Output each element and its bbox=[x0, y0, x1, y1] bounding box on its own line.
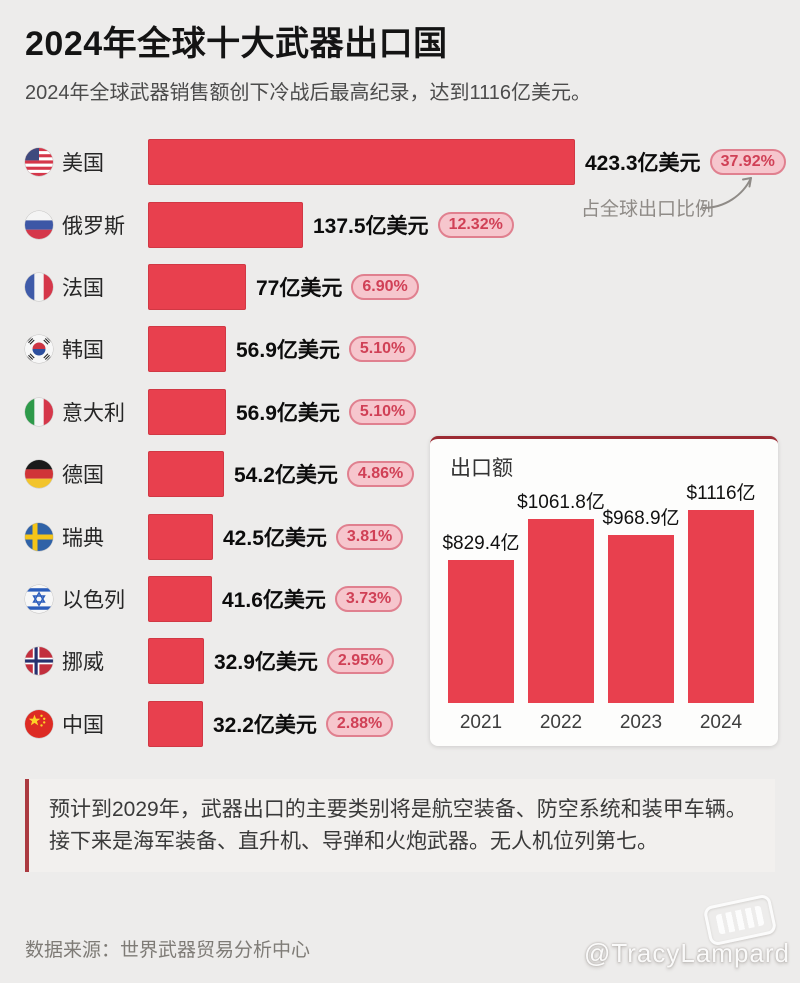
share-percent-badge: 2.95% bbox=[326, 648, 395, 675]
share-percent-badge: 3.73% bbox=[334, 585, 403, 612]
export-value-label: 137.5亿美元 bbox=[313, 214, 429, 238]
share-percent-badge: 6.90% bbox=[351, 273, 419, 300]
export-value-label: 56.9亿美元 bbox=[236, 339, 340, 363]
curved-arrow-icon bbox=[702, 177, 752, 209]
export-value-bar bbox=[148, 388, 226, 435]
yearly-bar-column: $829.4亿 bbox=[442, 528, 520, 703]
country-label: 中国 bbox=[62, 713, 104, 737]
flag-us-icon bbox=[25, 148, 53, 177]
header: 2024年全球十大武器出口国 2024年全球武器销售额创下冷战后最高纪录，达到1… bbox=[25, 16, 775, 105]
ranking-row: 中国 32.2亿美元 2.88% bbox=[25, 693, 785, 755]
country-label: 美国 bbox=[62, 152, 104, 176]
flag-no-icon bbox=[25, 647, 53, 676]
flag-kr-icon bbox=[25, 335, 53, 364]
country-label: 俄罗斯 bbox=[62, 214, 125, 238]
export-value-bar bbox=[148, 263, 246, 310]
export-value-label: 77亿美元 bbox=[256, 276, 343, 300]
export-value-label: 41.6亿美元 bbox=[222, 588, 326, 612]
year-tick-label: 2023 bbox=[619, 712, 663, 733]
flag-il-icon bbox=[25, 584, 53, 613]
country-label: 韩国 bbox=[62, 339, 104, 363]
share-percent-badge: 5.10% bbox=[348, 336, 417, 363]
export-value-label: 54.2亿美元 bbox=[234, 464, 338, 488]
export-value-bar bbox=[148, 139, 575, 186]
yearly-bar bbox=[688, 510, 754, 703]
ranking-row: 法国 77亿美元 6.90% bbox=[25, 256, 785, 318]
yearly-bar-value-label: $1061.8亿 bbox=[517, 492, 605, 513]
share-percent-badge: 37.92% bbox=[709, 149, 786, 176]
yearly-bar-value-label: $1116亿 bbox=[686, 483, 756, 504]
watermark-handle: @TracyLampard bbox=[583, 938, 790, 968]
yearly-bar bbox=[608, 535, 674, 703]
yearly-bar-column: $1061.8亿 bbox=[517, 487, 605, 703]
share-percent-badge: 12.32% bbox=[437, 211, 514, 238]
forecast-note: 预计到2029年，武器出口的主要类别将是航空装备、防空系统和装甲车辆。接下来是海… bbox=[25, 779, 775, 872]
share-percent-badge: 4.86% bbox=[346, 461, 415, 488]
country-label: 瑞典 bbox=[62, 526, 104, 550]
ranking-row: 挪威 32.9亿美元 2.95% bbox=[25, 630, 785, 692]
export-value-label: 56.9亿美元 bbox=[236, 401, 340, 425]
ranking-row: 韩国 56.9亿美元 5.10% bbox=[25, 318, 785, 380]
year-tick-label: 2024 bbox=[699, 712, 743, 733]
yearly-bar-column: $1116亿 bbox=[686, 478, 756, 703]
export-value-bar bbox=[148, 638, 204, 685]
flag-it-icon bbox=[25, 397, 53, 426]
top10-bar-chart: 美国 423.3亿美元 37.92% 俄罗斯 137.5亿美元 12.32% 法国 77亿美元… bbox=[25, 131, 786, 755]
country-label: 意大利 bbox=[62, 401, 125, 425]
ranking-row: 以色列 41.6亿美元 3.73% bbox=[25, 568, 785, 630]
yearly-bar-value-label: $829.4亿 bbox=[442, 533, 520, 554]
export-value-bar bbox=[148, 575, 212, 622]
data-source-label: 数据来源：世界武器贸易分析中心 bbox=[25, 940, 311, 961]
yearly-bar-value-label: $968.9亿 bbox=[602, 508, 680, 529]
yearly-export-card: 出口额 $829.4亿 $1061.8亿 $968.9亿 $1116亿 2021 202… bbox=[430, 436, 778, 746]
yearly-bar bbox=[448, 560, 514, 703]
share-percent-badge: 5.10% bbox=[348, 398, 417, 425]
year-tick-label: 2021 bbox=[459, 712, 503, 733]
export-value-bar bbox=[148, 451, 224, 498]
ranking-row: 俄罗斯 137.5亿美元 12.32% bbox=[25, 193, 785, 255]
ranking-row: 美国 423.3亿美元 37.92% bbox=[25, 131, 786, 193]
page-title: 2024年全球十大武器出口国 bbox=[25, 25, 448, 63]
country-label: 挪威 bbox=[62, 651, 104, 675]
share-percent-badge: 3.81% bbox=[335, 523, 404, 550]
export-value-label: 32.2亿美元 bbox=[213, 713, 317, 737]
yearly-bar bbox=[528, 519, 594, 703]
yearly-axis-labels: 2021 2022 2023 2024 bbox=[448, 712, 754, 734]
year-tick-label: 2022 bbox=[539, 712, 583, 733]
yearly-bars: $829.4亿 $1061.8亿 $968.9亿 $1116亿 bbox=[442, 478, 756, 703]
flag-ru-icon bbox=[25, 210, 53, 239]
flag-de-icon bbox=[25, 460, 53, 489]
ranking-row: 意大利 56.9亿美元 5.10% bbox=[25, 381, 785, 443]
export-value-label: 42.5亿美元 bbox=[223, 526, 327, 550]
share-annotation-label: 占全球出口比例 bbox=[581, 199, 715, 220]
country-label: 以色列 bbox=[62, 588, 125, 612]
country-label: 法国 bbox=[62, 276, 104, 300]
ranking-row: 德国 54.2亿美元 4.86% bbox=[25, 443, 785, 505]
export-value-label: 32.9亿美元 bbox=[214, 651, 318, 675]
yearly-export-title: 出口额 bbox=[450, 457, 513, 480]
export-value-bar bbox=[148, 326, 226, 373]
page-subtitle: 2024年全球武器销售额创下冷战后最高纪录，达到1116亿美元。 bbox=[25, 82, 592, 104]
flag-fr-icon bbox=[25, 272, 53, 301]
share-percent-badge: 2.88% bbox=[325, 710, 394, 737]
export-value-bar bbox=[148, 201, 303, 248]
export-value-bar bbox=[148, 700, 203, 747]
export-value-bar bbox=[148, 513, 213, 560]
flag-cn-icon bbox=[25, 709, 53, 738]
flag-se-icon bbox=[25, 522, 53, 551]
yearly-bar-column: $968.9亿 bbox=[602, 503, 680, 703]
ranking-row: 瑞典 42.5亿美元 3.81% bbox=[25, 505, 785, 567]
export-value-label: 423.3亿美元 bbox=[585, 152, 701, 176]
country-label: 德国 bbox=[62, 464, 104, 488]
